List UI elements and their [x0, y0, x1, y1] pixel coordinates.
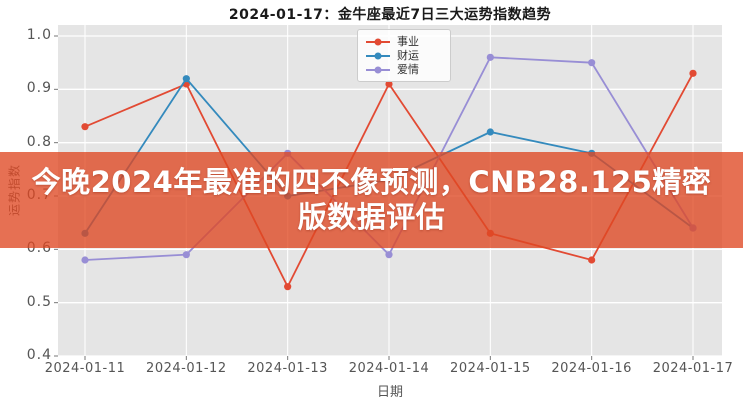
- x-tick-label: 2024-01-16: [551, 361, 632, 376]
- data-point-career-2024-01-17[interactable]: [689, 69, 697, 77]
- legend-item-love[interactable]: 爱情: [366, 63, 442, 76]
- legend-label: 爱情: [397, 63, 419, 76]
- legend-marker-icon: [366, 54, 390, 57]
- data-point-wealth-2024-01-15[interactable]: [486, 128, 494, 136]
- y-tick-label: 0.8: [26, 133, 52, 150]
- legend-marker-icon: [366, 68, 390, 71]
- data-point-love-2024-01-16[interactable]: [588, 59, 596, 67]
- promo-banner-overlay[interactable]: 今晚2024年最准的四不像预测，CNB28.125精密 版数据评估: [0, 152, 743, 248]
- data-point-love-2024-01-11[interactable]: [81, 256, 89, 264]
- chart-title: 2024-01-17：金牛座最近7日三大运势指数趋势: [228, 7, 552, 23]
- x-tick-label: 2024-01-14: [348, 361, 430, 376]
- legend-item-career[interactable]: 事业: [366, 35, 442, 48]
- data-point-career-2024-01-14[interactable]: [385, 80, 393, 88]
- data-point-career-2024-01-16[interactable]: [588, 256, 596, 264]
- x-tick-label: 2024-01-15: [450, 361, 531, 376]
- x-tick-label: 2024-01-12: [146, 361, 227, 376]
- data-point-love-2024-01-12[interactable]: [182, 251, 190, 259]
- y-tick-label: 0.4: [26, 346, 52, 363]
- legend-label: 财运: [397, 49, 419, 62]
- y-tick-label: 0.9: [26, 80, 52, 97]
- data-point-career-2024-01-13[interactable]: [284, 283, 292, 291]
- x-tick-label: 2024-01-13: [247, 361, 328, 376]
- chart-legend: 事业 财运 爱情: [357, 29, 451, 82]
- promo-banner-text-line1: 今晚2024年最准的四不像预测，CNB28.125精密: [31, 165, 712, 199]
- legend-marker-icon: [366, 40, 390, 43]
- data-point-wealth-2024-01-12[interactable]: [182, 75, 190, 83]
- x-tick-label: 2024-01-17: [652, 361, 734, 376]
- x-axis-label: 日期: [376, 385, 403, 400]
- legend-item-wealth[interactable]: 财运: [366, 49, 442, 62]
- legend-label: 事业: [397, 35, 419, 48]
- x-tick-label: 2024-01-11: [44, 361, 126, 376]
- data-point-love-2024-01-15[interactable]: [486, 53, 494, 61]
- y-tick-label: 1.0: [26, 27, 52, 43]
- promo-banner-text-line2: 版数据评估: [297, 200, 446, 234]
- data-point-career-2024-01-11[interactable]: [81, 123, 89, 131]
- data-point-love-2024-01-14[interactable]: [385, 251, 393, 259]
- y-tick-label: 0.5: [26, 293, 52, 310]
